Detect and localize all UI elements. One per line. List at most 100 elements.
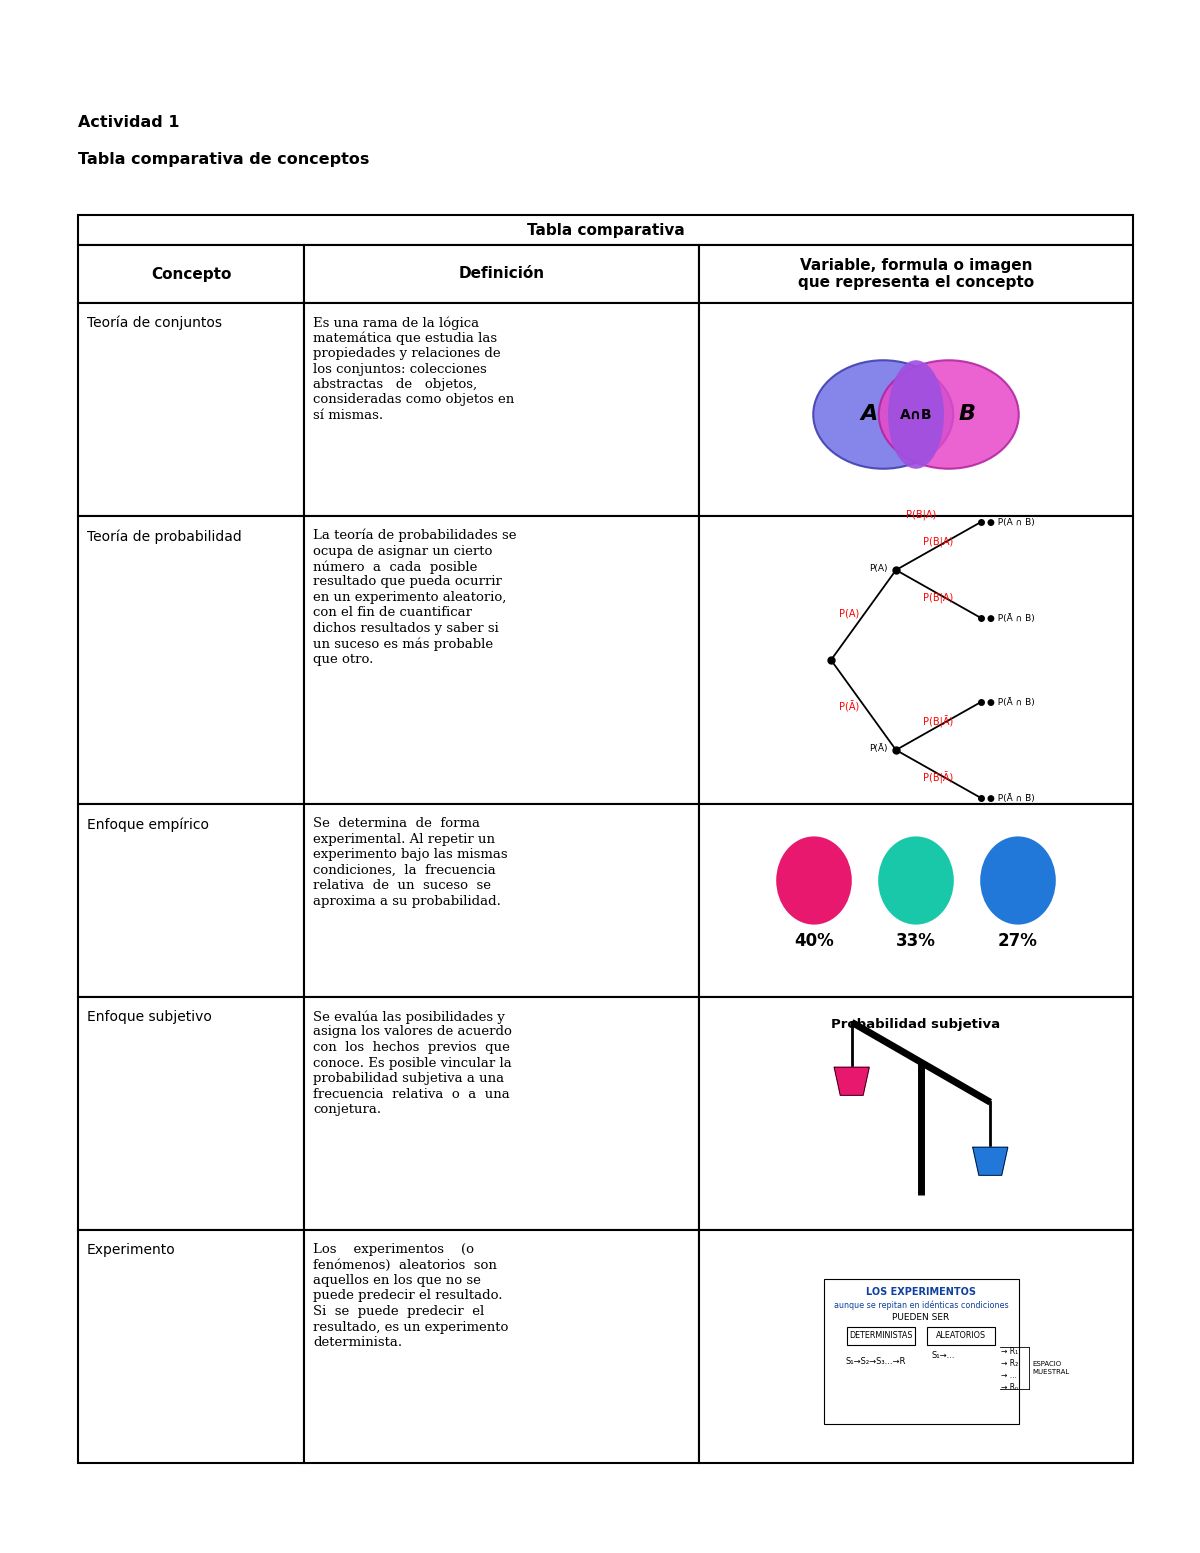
- Text: P(A): P(A): [870, 564, 888, 573]
- Bar: [823, 1280, 1019, 1424]
- Text: consideradas como objetos en: consideradas como objetos en: [313, 393, 515, 407]
- Text: con  los  hechos  previos  que: con los hechos previos que: [313, 1041, 510, 1054]
- Text: que otro.: que otro.: [313, 652, 373, 666]
- Text: P(B|A): P(B|A): [923, 537, 954, 547]
- Text: ● P(Ā ∩ B): ● P(Ā ∩ B): [986, 697, 1034, 707]
- Text: P(B̄|Ā): P(B̄|Ā): [923, 772, 954, 784]
- Text: aproxima a su probabilidad.: aproxima a su probabilidad.: [313, 895, 500, 907]
- Text: S₁→S₂→S₃...→R: S₁→S₂→S₃...→R: [845, 1356, 905, 1365]
- Text: Probabilidad subjetiva: Probabilidad subjetiva: [832, 1019, 1001, 1031]
- Bar: [78, 997, 304, 1230]
- Text: propiedades y relaciones de: propiedades y relaciones de: [313, 346, 500, 360]
- Bar: [698, 997, 1133, 1230]
- Text: ● P(Ā ∩ B): ● P(Ā ∩ B): [986, 613, 1034, 623]
- Text: S₁→...: S₁→...: [931, 1351, 954, 1360]
- Bar: [304, 1230, 698, 1463]
- Text: conoce. Es posible vincular la: conoce. Es posible vincular la: [313, 1056, 511, 1070]
- Text: Tabla comparativa: Tabla comparativa: [527, 222, 684, 238]
- Text: fenómenos)  aleatorios  son: fenómenos) aleatorios son: [313, 1258, 497, 1272]
- Text: un suceso es más probable: un suceso es más probable: [313, 637, 493, 651]
- Text: relativa  de  un  suceso  se: relativa de un suceso se: [313, 879, 491, 891]
- Text: resultado, es un experimento: resultado, es un experimento: [313, 1320, 509, 1334]
- Ellipse shape: [776, 837, 852, 924]
- Text: ● P(Ā ∩ B̄): ● P(Ā ∩ B̄): [986, 794, 1034, 803]
- Text: número  a  cada  posible: número a cada posible: [313, 561, 478, 573]
- Text: conjetura.: conjetura.: [313, 1103, 382, 1117]
- Text: aunque se repitan en idénticas condiciones: aunque se repitan en idénticas condicion…: [834, 1300, 1008, 1309]
- Ellipse shape: [878, 360, 1019, 469]
- Text: en un experimento aleatorio,: en un experimento aleatorio,: [313, 592, 506, 604]
- Text: frecuencia  relativa  o  a  una: frecuencia relativa o a una: [313, 1087, 510, 1101]
- Text: determinista.: determinista.: [313, 1336, 402, 1350]
- Bar: [698, 804, 1133, 997]
- Bar: [304, 516, 698, 804]
- Text: Actividad 1: Actividad 1: [78, 115, 180, 130]
- Text: P(Ā): P(Ā): [870, 744, 888, 753]
- Text: → R₂: → R₂: [1001, 1359, 1019, 1368]
- Text: puede predecir el resultado.: puede predecir el resultado.: [313, 1289, 503, 1303]
- Bar: [78, 804, 304, 997]
- Ellipse shape: [888, 360, 944, 469]
- Text: aquellos en los que no se: aquellos en los que no se: [313, 1273, 481, 1287]
- Text: PUEDEN SER: PUEDEN SER: [893, 1312, 949, 1322]
- Text: B: B: [959, 404, 976, 424]
- Ellipse shape: [878, 837, 954, 924]
- Text: → ...: → ...: [1001, 1370, 1016, 1379]
- Bar: [78, 516, 304, 804]
- Text: asigna los valores de acuerdo: asigna los valores de acuerdo: [313, 1025, 512, 1039]
- Polygon shape: [973, 1148, 1008, 1176]
- Bar: [928, 1326, 995, 1345]
- Text: → Rₙ: → Rₙ: [1001, 1382, 1018, 1391]
- Text: A: A: [860, 404, 878, 424]
- Text: experimental. Al repetir un: experimental. Al repetir un: [313, 832, 496, 845]
- Text: probabilidad subjetiva a una: probabilidad subjetiva a una: [313, 1072, 504, 1086]
- Bar: [304, 997, 698, 1230]
- Text: Tabla comparativa de conceptos: Tabla comparativa de conceptos: [78, 152, 370, 168]
- Text: Teoría de probabilidad: Teoría de probabilidad: [88, 530, 241, 544]
- Text: P(B|Ā): P(B|Ā): [923, 716, 954, 728]
- Text: con el fin de cuantificar: con el fin de cuantificar: [313, 607, 472, 620]
- Text: P(B̄|A): P(B̄|A): [923, 593, 954, 603]
- Text: sí mismas.: sí mismas.: [313, 408, 383, 422]
- Bar: [78, 303, 304, 516]
- Bar: [304, 804, 698, 997]
- Text: ALEATORIOS: ALEATORIOS: [936, 1331, 986, 1340]
- Bar: [698, 245, 1133, 303]
- Bar: [698, 516, 1133, 804]
- Polygon shape: [834, 1067, 869, 1095]
- Text: Se  determina  de  forma: Se determina de forma: [313, 817, 480, 829]
- Text: matemática que estudia las: matemática que estudia las: [313, 331, 497, 345]
- Text: DETERMINISTAS: DETERMINISTAS: [850, 1331, 913, 1340]
- Text: P(B|A): P(B|A): [906, 509, 936, 520]
- Text: Es una rama de la lógica: Es una rama de la lógica: [313, 315, 479, 329]
- Text: Se evalúa las posibilidades y: Se evalúa las posibilidades y: [313, 1009, 505, 1023]
- Ellipse shape: [980, 837, 1056, 924]
- Bar: [304, 245, 698, 303]
- Text: los conjuntos: colecciones: los conjuntos: colecciones: [313, 362, 487, 376]
- Text: 27%: 27%: [998, 932, 1038, 949]
- Text: condiciones,  la  frecuencia: condiciones, la frecuencia: [313, 863, 496, 876]
- Text: Concepto: Concepto: [151, 267, 232, 281]
- Text: 40%: 40%: [794, 932, 834, 949]
- Text: ● P(A ∩ B): ● P(A ∩ B): [986, 517, 1034, 526]
- Text: Enfoque subjetivo: Enfoque subjetivo: [88, 1009, 212, 1023]
- Text: Si  se  puede  predecir  el: Si se puede predecir el: [313, 1305, 485, 1318]
- Text: ESPACIO
MUESTRAL: ESPACIO MUESTRAL: [1032, 1362, 1069, 1374]
- Ellipse shape: [814, 360, 953, 469]
- Text: A∩B: A∩B: [900, 407, 932, 421]
- Text: abstractas   de   objetos,: abstractas de objetos,: [313, 377, 478, 391]
- Text: P(A): P(A): [839, 609, 859, 618]
- Text: resultado que pueda ocurrir: resultado que pueda ocurrir: [313, 576, 502, 589]
- Text: ocupa de asignar un cierto: ocupa de asignar un cierto: [313, 545, 492, 558]
- Text: La teoría de probabilidades se: La teoría de probabilidades se: [313, 530, 516, 542]
- Text: Teoría de conjuntos: Teoría de conjuntos: [88, 315, 222, 331]
- Bar: [304, 303, 698, 516]
- Text: P(Ā): P(Ā): [839, 702, 859, 713]
- Text: Experimento: Experimento: [88, 1242, 175, 1256]
- Bar: [847, 1326, 916, 1345]
- Text: Definición: Definición: [458, 267, 545, 281]
- Text: → R₁: → R₁: [1001, 1346, 1018, 1356]
- Bar: [78, 1230, 304, 1463]
- Text: Variable, formula o imagen
que representa el concepto: Variable, formula o imagen que represent…: [798, 258, 1034, 290]
- Text: Enfoque empírico: Enfoque empírico: [88, 817, 209, 831]
